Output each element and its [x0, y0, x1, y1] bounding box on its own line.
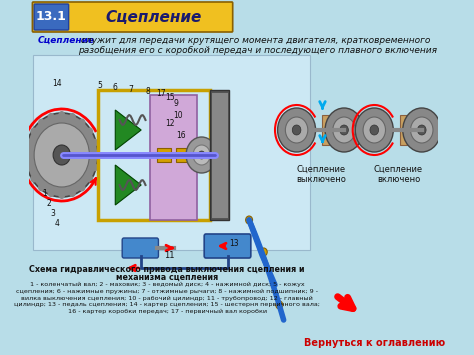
Bar	[400, 115, 407, 145]
Circle shape	[69, 113, 76, 121]
Text: 12: 12	[165, 119, 174, 127]
Text: 15: 15	[165, 93, 174, 103]
Text: 13.1: 13.1	[36, 11, 67, 23]
Text: 9: 9	[173, 99, 178, 109]
Text: механизма сцепления: механизма сцепления	[116, 273, 218, 282]
Circle shape	[26, 163, 32, 171]
Circle shape	[93, 151, 100, 159]
Circle shape	[403, 108, 441, 152]
Text: Сцепление: Сцепление	[106, 10, 202, 24]
Text: Схема гидравлического привода выключения сцепления и: Схема гидравлического привода выключения…	[29, 265, 305, 274]
Circle shape	[370, 125, 379, 135]
FancyBboxPatch shape	[122, 238, 158, 258]
FancyBboxPatch shape	[204, 234, 251, 258]
Circle shape	[418, 125, 426, 135]
Circle shape	[91, 139, 98, 147]
Circle shape	[38, 119, 45, 127]
Text: 1 - коленчатый вал; 2 - маховик; 3 - ведомый диск; 4 - нажимной диск; 5 - кожух
: 1 - коленчатый вал; 2 - маховик; 3 - вед…	[14, 282, 320, 314]
Text: 8: 8	[146, 87, 150, 95]
Text: 14: 14	[53, 78, 62, 87]
Text: 2: 2	[46, 198, 51, 208]
Text: Вернуться к оглавлению: Вернуться к оглавлению	[304, 338, 445, 348]
Text: 13: 13	[229, 239, 239, 247]
Circle shape	[285, 117, 308, 143]
Circle shape	[276, 301, 283, 309]
Polygon shape	[115, 165, 141, 205]
Circle shape	[363, 117, 385, 143]
Circle shape	[58, 111, 65, 119]
Circle shape	[260, 248, 267, 256]
Circle shape	[26, 139, 32, 147]
Circle shape	[198, 151, 205, 159]
Text: служит для передачи крутящего момента двигателя, кратковременного
разобщения его: служит для передачи крутящего момента дв…	[78, 36, 437, 55]
Text: 5: 5	[97, 81, 102, 89]
Circle shape	[292, 125, 301, 135]
FancyBboxPatch shape	[34, 4, 69, 30]
Circle shape	[340, 125, 348, 135]
Circle shape	[91, 163, 98, 171]
Bar	[157, 148, 171, 162]
Text: 16: 16	[176, 131, 186, 141]
Bar	[322, 115, 329, 145]
Text: Сцепление
включено: Сцепление включено	[374, 165, 423, 184]
Circle shape	[26, 113, 98, 197]
Bar	[150, 95, 197, 220]
Circle shape	[86, 127, 93, 136]
Text: 6: 6	[113, 83, 118, 93]
Circle shape	[30, 175, 37, 182]
Bar	[33, 55, 310, 250]
FancyBboxPatch shape	[32, 2, 233, 32]
Circle shape	[356, 108, 393, 152]
Circle shape	[410, 117, 433, 143]
Circle shape	[278, 108, 316, 152]
Circle shape	[38, 184, 45, 191]
Text: 3: 3	[51, 208, 55, 218]
Text: 17: 17	[156, 88, 166, 98]
Circle shape	[79, 119, 85, 127]
Circle shape	[53, 145, 70, 165]
Text: 10: 10	[173, 111, 183, 120]
Text: 11: 11	[164, 251, 175, 260]
Circle shape	[246, 216, 253, 224]
Circle shape	[24, 151, 31, 159]
Circle shape	[79, 184, 85, 191]
Circle shape	[34, 123, 90, 187]
Bar	[212, 93, 228, 218]
Circle shape	[325, 108, 363, 152]
Circle shape	[186, 137, 217, 173]
Polygon shape	[115, 110, 141, 150]
Circle shape	[30, 127, 37, 136]
Circle shape	[58, 191, 65, 199]
Circle shape	[333, 117, 356, 143]
Circle shape	[47, 189, 55, 197]
Text: Сцепление: Сцепление	[37, 36, 95, 45]
Circle shape	[193, 145, 210, 165]
Text: Сцепление
выключено: Сцепление выключено	[296, 165, 346, 184]
Text: 4: 4	[55, 218, 60, 228]
Bar	[176, 148, 190, 162]
Circle shape	[47, 113, 55, 121]
Text: 1: 1	[42, 189, 47, 197]
Circle shape	[69, 189, 76, 197]
Bar	[210, 90, 229, 220]
Circle shape	[86, 175, 93, 182]
Text: 7: 7	[128, 84, 133, 93]
